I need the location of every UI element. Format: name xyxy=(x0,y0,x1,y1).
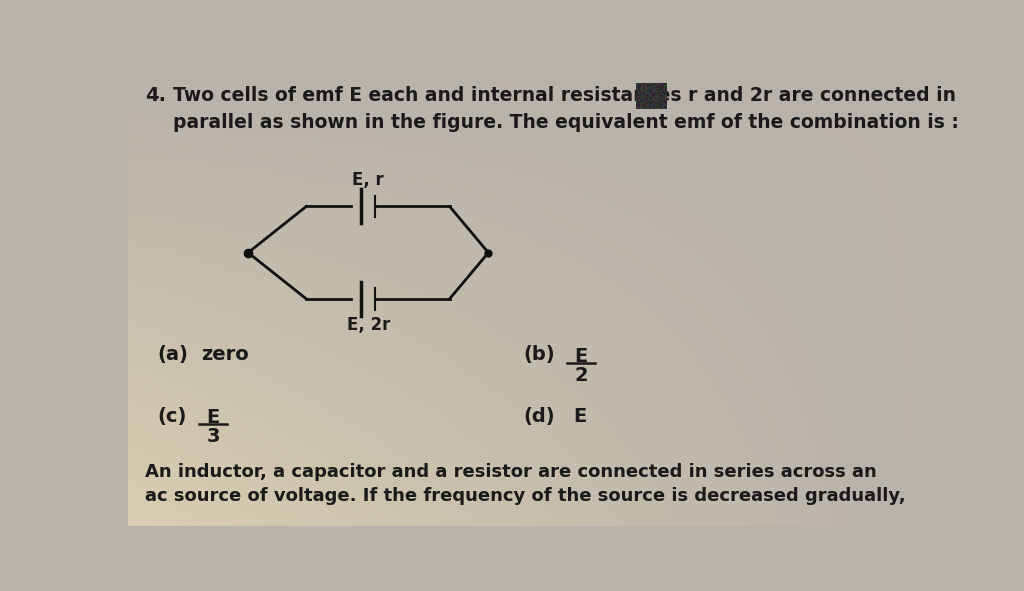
Text: An inductor, a capacitor and a resistor are connected in series across an: An inductor, a capacitor and a resistor … xyxy=(145,463,877,481)
Text: parallel as shown in the figure. The equivalent emf of the combination is :: parallel as shown in the figure. The equ… xyxy=(173,113,958,132)
Text: (a): (a) xyxy=(158,345,188,364)
Text: ac source of voltage. If the frequency of the source is decreased gradually,: ac source of voltage. If the frequency o… xyxy=(145,488,905,505)
Text: Two cells of emf E each and internal resistances r and 2r are connected in: Two cells of emf E each and internal res… xyxy=(173,86,956,105)
Text: 4.: 4. xyxy=(145,86,166,105)
Text: E, r: E, r xyxy=(352,171,384,190)
Text: E, 2r: E, 2r xyxy=(346,316,390,334)
Text: zero: zero xyxy=(202,345,250,364)
Text: (c): (c) xyxy=(158,407,186,426)
Text: 2: 2 xyxy=(574,366,588,385)
Text: E: E xyxy=(573,407,587,426)
Text: E: E xyxy=(207,408,220,427)
Text: E: E xyxy=(574,346,588,366)
Text: 3: 3 xyxy=(207,427,220,446)
Text: (b): (b) xyxy=(523,345,555,364)
Text: (d): (d) xyxy=(523,407,555,426)
